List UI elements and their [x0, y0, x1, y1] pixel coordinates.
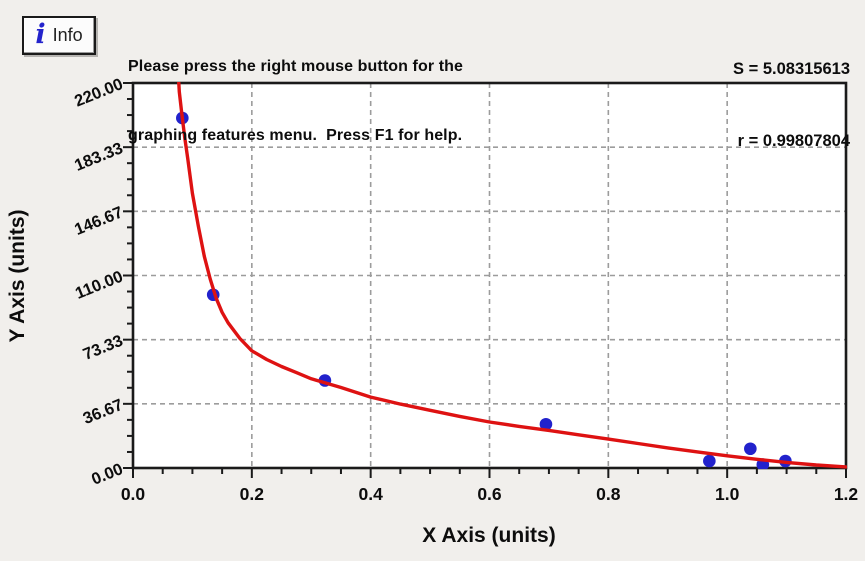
x-tick-label: 0.2 [240, 484, 265, 504]
data-point[interactable] [703, 454, 716, 468]
fitted-curve [177, 82, 847, 469]
y-tick-label: 220.00 [72, 75, 126, 111]
y-tick-label: 110.00 [73, 268, 126, 303]
instructions-text: Please press the right mouse button for … [128, 9, 463, 170]
x-tick-label: 0.4 [359, 484, 384, 504]
y-axis-title: Y Axis (units) [6, 209, 29, 342]
y-tick-label: 146.67 [72, 203, 126, 239]
data-point[interactable] [539, 417, 553, 431]
info-button-label: Info [52, 25, 83, 45]
y-tick-label: 73.33 [80, 332, 125, 364]
stat-standard-error: S = 5.08315613 [733, 60, 850, 78]
data-point[interactable] [744, 442, 757, 456]
stat-correlation: r = 0.99807804 [737, 132, 850, 150]
y-tick-label: 183.33 [72, 139, 126, 175]
info-icon: i [35, 18, 46, 50]
y-tick-label: 36.67 [80, 396, 125, 428]
instructions-line2: graphing features menu. Press F1 for hel… [128, 127, 463, 144]
x-tick-label: 1.0 [715, 484, 740, 504]
info-button[interactable]: i Info [22, 16, 96, 55]
fit-statistics: S = 5.08315613 r = 0.99807804 [733, 9, 850, 177]
x-tick-label: 1.2 [834, 484, 859, 504]
x-tick-label: 0.8 [596, 484, 621, 504]
instructions-line1: Please press the right mouse button for … [128, 58, 464, 75]
x-tick-label: 0.0 [121, 484, 146, 504]
x-tick-label: 0.6 [477, 484, 502, 504]
x-axis-title: X Axis (units) [422, 524, 555, 547]
